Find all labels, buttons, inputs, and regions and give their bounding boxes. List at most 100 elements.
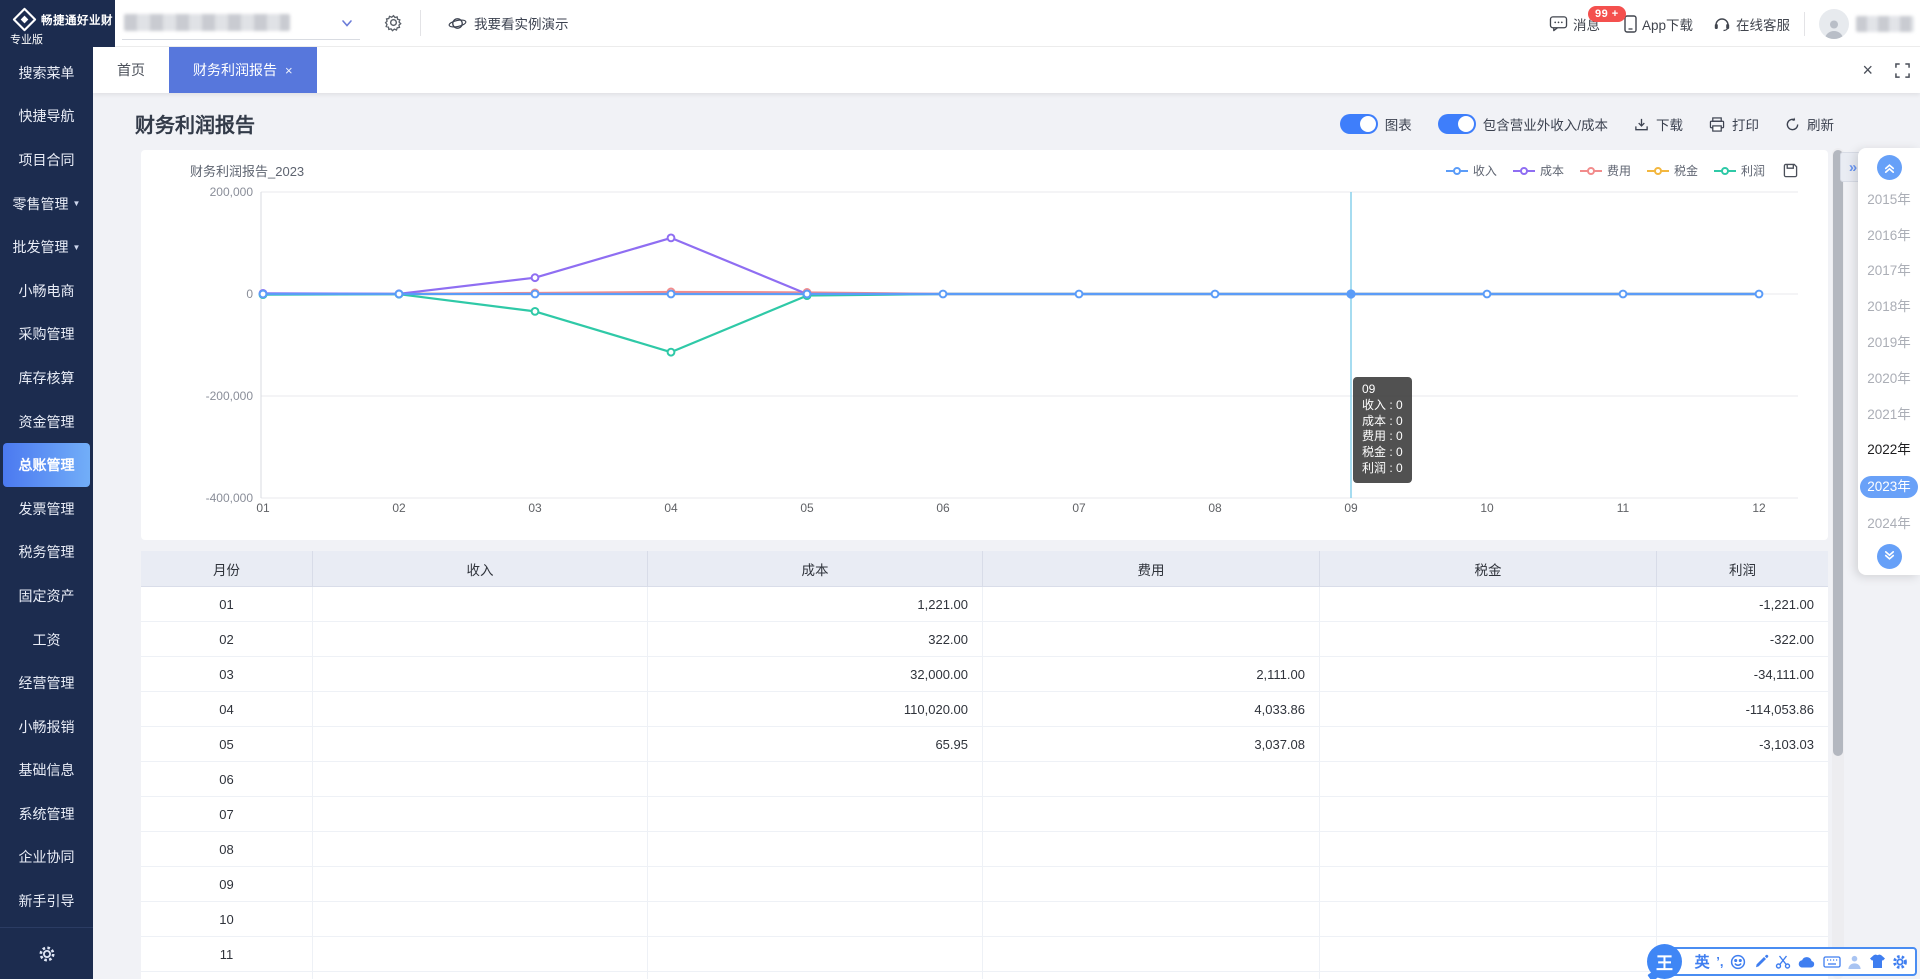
legend-item-收入[interactable]: 收入 — [1445, 162, 1497, 179]
download-button[interactable]: 下载 — [1634, 114, 1683, 134]
include-toggle-switch[interactable] — [1437, 114, 1476, 134]
year-item-2024[interactable]: 2024年 — [1867, 516, 1911, 532]
keyboard-icon[interactable] — [1822, 955, 1841, 969]
scrollbar-thumb[interactable] — [1833, 150, 1843, 756]
sidebar-item-17[interactable]: 系统管理 — [0, 792, 93, 836]
app-download-label: App下载 — [1641, 17, 1693, 33]
table-row[interactable]: 10 — [141, 902, 1828, 937]
account-set-select[interactable] — [122, 10, 360, 40]
table-row[interactable]: 08 — [141, 832, 1828, 867]
sidebar-settings-gear-icon[interactable] — [0, 927, 93, 979]
cell-value — [648, 797, 983, 832]
sidebar-item-18[interactable]: 企业协同 — [0, 836, 93, 880]
cell-month: 06 — [141, 762, 313, 797]
chart-toggle-label: 图表 — [1384, 118, 1412, 133]
vertical-scrollbar[interactable] — [1832, 148, 1844, 979]
print-button[interactable]: 打印 — [1709, 114, 1759, 134]
include-nonoperating-toggle[interactable]: 包含营业外收入/成本 — [1437, 114, 1608, 134]
refresh-label: 刷新 — [1807, 118, 1834, 133]
skin-shirt-icon[interactable] — [1869, 954, 1886, 969]
save-chart-icon[interactable] — [1783, 163, 1798, 178]
sidebar-item-7[interactable]: 库存核算 — [0, 356, 93, 400]
legend-item-利润[interactable]: 利润 — [1713, 162, 1765, 179]
year-item-2015[interactable]: 2015年 — [1867, 191, 1911, 207]
scissors-icon[interactable] — [1775, 954, 1791, 970]
tab-profit-report[interactable]: 财务利润报告 × — [169, 47, 317, 93]
tab-home[interactable]: 首页 — [93, 47, 169, 93]
emoji-icon[interactable] — [1730, 954, 1746, 970]
sidebar-item-label: 资金管理 — [18, 413, 75, 430]
year-item-2021[interactable]: 2021年 — [1867, 406, 1911, 422]
ime-settings-gear-icon[interactable] — [1892, 954, 1908, 970]
sidebar-item-15[interactable]: 小畅报销 — [0, 705, 93, 749]
sidebar-item-13[interactable]: 工资 — [0, 618, 93, 662]
sidebar-item-1[interactable]: 快捷导航 — [0, 95, 93, 139]
cell-value — [1657, 867, 1828, 902]
year-item-2016[interactable]: 2016年 — [1867, 227, 1911, 243]
chart-toggle[interactable]: 图表 — [1339, 114, 1412, 134]
table-header-row: 月份 收入 成本 费用 税金 利润 — [141, 551, 1828, 587]
sidebar-item-9[interactable]: 总账管理 — [3, 443, 90, 487]
table-row[interactable]: 12 — [141, 972, 1828, 979]
cell-month: 05 — [141, 727, 313, 762]
sidebar-item-0[interactable]: 搜索菜单 — [0, 51, 93, 95]
sidebar-item-label: 项目合同 — [18, 151, 75, 168]
sidebar-item-4[interactable]: 批发管理 ▼ — [0, 225, 93, 269]
year-item-2022[interactable]: 2022年 — [1867, 442, 1911, 458]
table-row[interactable]: 11 — [141, 937, 1828, 972]
cloud-icon[interactable] — [1798, 955, 1816, 969]
user-icon[interactable] — [1847, 954, 1862, 969]
sidebar-item-16[interactable]: 基础信息 — [0, 749, 93, 793]
sidebar-item-19[interactable]: 新手引导 — [0, 879, 93, 923]
sidebar-item-14[interactable]: 经营管理 — [0, 661, 93, 705]
svg-text:09: 09 — [1344, 501, 1358, 515]
legend-item-税金[interactable]: 税金 — [1646, 162, 1698, 179]
app-download-button[interactable]: App下载 — [1624, 14, 1693, 34]
table-row[interactable]: 02 322.00 -322.00 — [141, 622, 1828, 657]
legend-item-成本[interactable]: 成本 — [1512, 162, 1564, 179]
sidebar-item-10[interactable]: 发票管理 — [0, 487, 93, 531]
table-row[interactable]: 04 110,020.00 4,033.86 -114,053.86 — [141, 692, 1828, 727]
ime-language-button[interactable]: 英 — [1694, 954, 1710, 971]
pencil-icon[interactable] — [1753, 954, 1769, 970]
ime-logo[interactable]: 王 — [1647, 944, 1682, 979]
cell-value: -34,111.00 — [1657, 657, 1828, 692]
table-row[interactable]: 06 — [141, 762, 1828, 797]
cell-value — [983, 797, 1320, 832]
demo-link[interactable]: 我要看实例演示 — [436, 8, 581, 38]
years-scroll-up-button[interactable] — [1876, 155, 1902, 180]
year-item-2017[interactable]: 2017年 — [1867, 263, 1911, 279]
cell-value — [1320, 587, 1657, 622]
sidebar-item-6[interactable]: 采购管理 — [0, 313, 93, 357]
legend-item-费用[interactable]: 费用 — [1579, 162, 1631, 179]
profit-line-chart[interactable]: 200,000 0 -200,000 -400,000 01 02 03 04 05 06 07 08… — [141, 150, 1828, 540]
year-item-2020[interactable]: 2020年 — [1867, 370, 1911, 386]
refresh-button[interactable]: 刷新 — [1785, 114, 1834, 134]
year-item-2019[interactable]: 2019年 — [1867, 335, 1911, 351]
table-row[interactable]: 03 32,000.00 2,111.00 -34,111.00 — [141, 657, 1828, 692]
sidebar-item-5[interactable]: 小畅电商 — [0, 269, 93, 313]
tab-close-icon[interactable]: × — [285, 62, 293, 78]
sidebar-item-12[interactable]: 固定资产 — [0, 574, 93, 618]
fullscreen-icon[interactable] — [1895, 62, 1910, 78]
years-scroll-down-button[interactable] — [1876, 544, 1902, 569]
cell-value: 1,221.00 — [648, 587, 983, 622]
table-row[interactable]: 01 1,221.00 -1,221.00 — [141, 587, 1828, 622]
online-support-button[interactable]: 在线客服 — [1713, 14, 1790, 34]
avatar[interactable] — [1819, 8, 1849, 39]
ime-punctuation-button[interactable]: ’, — [1716, 954, 1724, 969]
cell-value — [1320, 797, 1657, 832]
sidebar-item-2[interactable]: 项目合同 — [0, 138, 93, 182]
chart-toggle-switch[interactable] — [1339, 114, 1378, 134]
year-item-2023[interactable]: 2023年 — [1860, 476, 1918, 499]
table-row[interactable]: 09 — [141, 867, 1828, 902]
sidebar-item-11[interactable]: 税务管理 — [0, 531, 93, 575]
cell-value — [1320, 902, 1657, 937]
settings-gear-icon[interactable] — [384, 13, 403, 32]
sidebar-item-3[interactable]: 零售管理 ▼ — [0, 182, 93, 226]
close-all-icon[interactable]: × — [1862, 59, 1873, 80]
year-item-2018[interactable]: 2018年 — [1867, 299, 1911, 315]
table-row[interactable]: 07 — [141, 797, 1828, 832]
table-row[interactable]: 05 65.95 3,037.08 -3,103.03 — [141, 727, 1828, 762]
sidebar-item-8[interactable]: 资金管理 — [0, 400, 93, 444]
